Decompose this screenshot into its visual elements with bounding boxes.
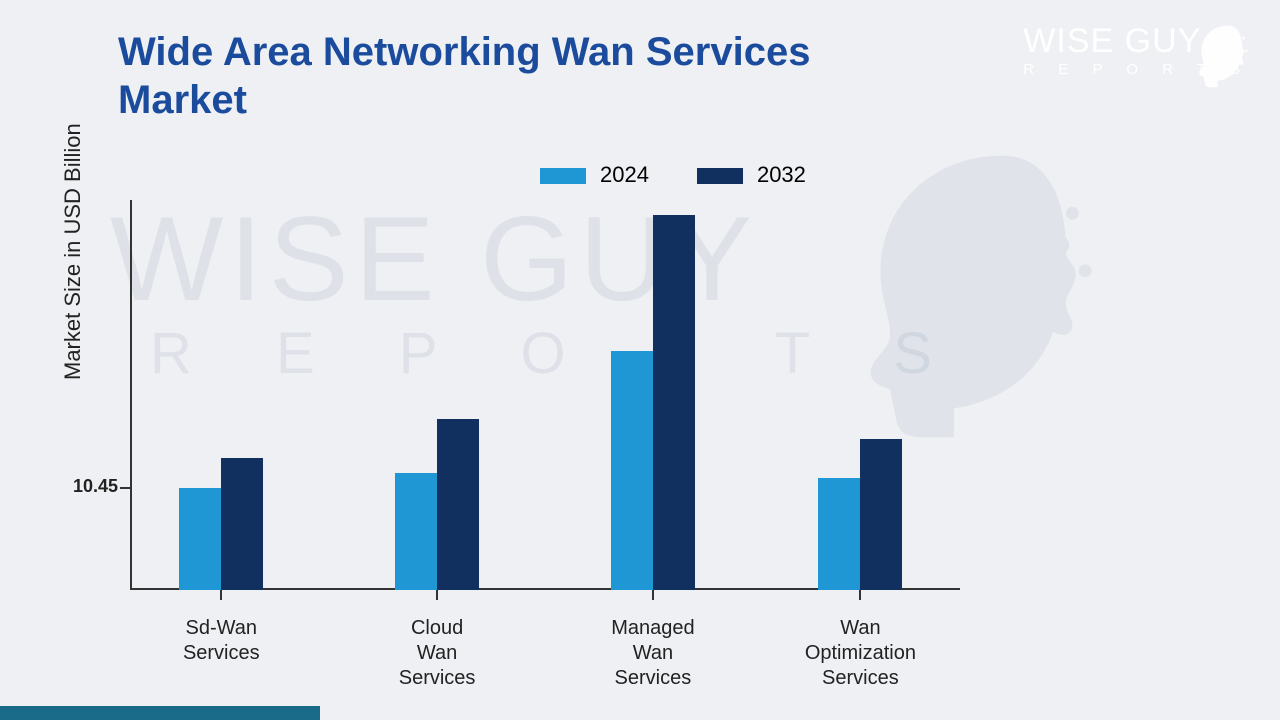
legend-item-2024: 2024 xyxy=(540,162,649,188)
bar-2032-0 xyxy=(221,458,263,590)
x-tick xyxy=(436,590,438,600)
legend: 2024 2032 xyxy=(540,162,806,188)
logo-head-icon xyxy=(1186,20,1256,90)
x-tick xyxy=(220,590,222,600)
bar-2032-2 xyxy=(653,215,695,590)
legend-swatch-2032 xyxy=(697,168,743,184)
category-label: ManagedWanServices xyxy=(558,616,748,691)
bar-2032-1 xyxy=(437,419,479,590)
x-tick xyxy=(859,590,861,600)
infographic-canvas: WISE GUY R E P O R T S WISE GUY R E P O … xyxy=(0,0,1280,720)
bar-2024-2 xyxy=(611,351,653,590)
legend-item-2032: 2032 xyxy=(697,162,806,188)
bar-2024-3 xyxy=(818,478,860,590)
footer-accent-bar xyxy=(0,706,320,720)
chart-title: Wide Area Networking Wan Services Market xyxy=(118,28,838,124)
legend-label-2024: 2024 xyxy=(600,162,649,187)
legend-swatch-2024 xyxy=(540,168,586,184)
bar-2024-0 xyxy=(179,488,221,590)
y-tick xyxy=(120,487,130,489)
plot-area xyxy=(130,200,960,590)
bar-2024-1 xyxy=(395,473,437,590)
x-tick xyxy=(652,590,654,600)
category-label: CloudWanServices xyxy=(342,616,532,691)
y-axis-label: Market Size in USD Billion xyxy=(60,123,86,380)
y-tick-label: 10.45 xyxy=(58,476,118,497)
category-label: WanOptimizationServices xyxy=(765,616,955,691)
category-label: Sd-WanServices xyxy=(126,616,316,666)
brand-logo: WISE GUY R E P O R T S xyxy=(1023,24,1250,77)
bar-2032-3 xyxy=(860,439,902,590)
y-axis xyxy=(130,200,132,590)
legend-label-2032: 2032 xyxy=(757,162,806,187)
